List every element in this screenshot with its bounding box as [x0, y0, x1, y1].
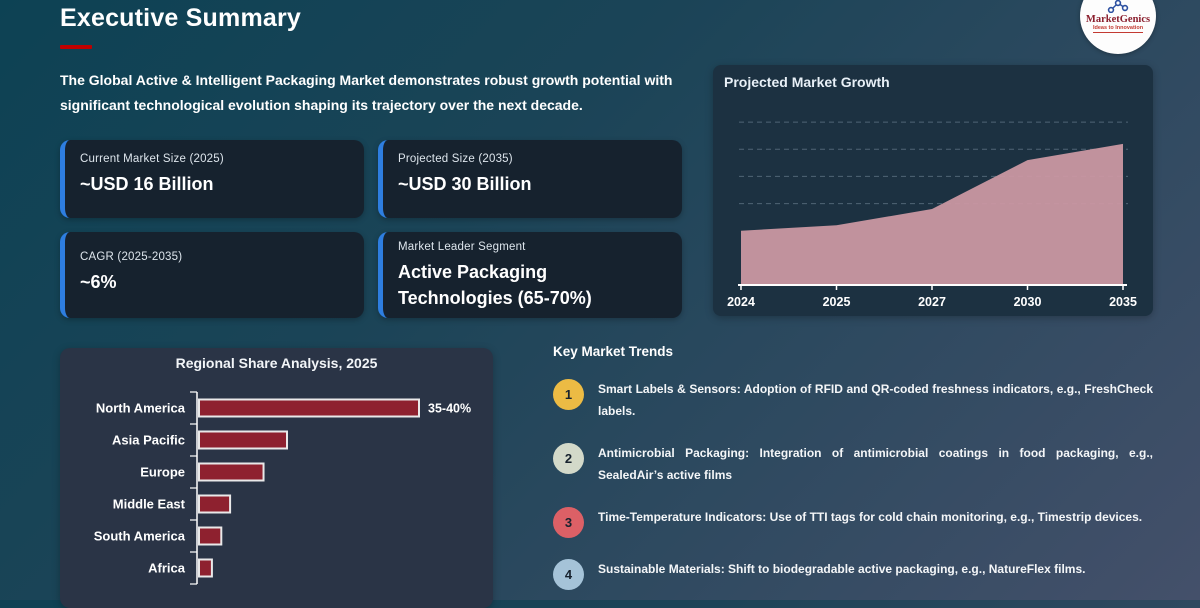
trend-text: Time-Temperature Indicators: Use of TTI … [598, 510, 1143, 524]
trend-text: Antimicrobial Packaging: Integration of … [598, 446, 1153, 482]
area-series [741, 143, 1123, 285]
molecule-icon [1107, 0, 1129, 13]
stat-card-label: Market Leader Segment [398, 241, 526, 253]
category-label: Asia Pacific [112, 433, 185, 448]
stat-card-value: ~USD 16 Billion [80, 174, 214, 194]
stat-cards: Current Market Size (2025) ~USD 16 Billi… [60, 140, 682, 318]
stat-card-leader-segment: Market Leader Segment Active Packaging T… [378, 232, 682, 318]
trend-item: 3 Time-Temperature Indicators: Use of TT… [553, 506, 1153, 538]
stat-card-value: ~USD 30 Billion [398, 174, 532, 194]
logo-name: MarketGenics [1085, 14, 1151, 25]
x-tick-label: 2030 [1014, 295, 1042, 309]
stat-card-value: Active Packaging Technologies (65-70%) [398, 262, 592, 308]
trend-list: 1 Smart Labels & Sensors: Adoption of RF… [553, 378, 1153, 590]
stat-card-cagr: CAGR (2025-2035) ~6% [60, 232, 364, 318]
bar [198, 494, 232, 514]
x-tick-label: 2027 [918, 295, 946, 309]
title-underline [60, 45, 92, 49]
trend-number-badge: 1 [553, 379, 584, 410]
stat-card-label: Current Market Size (2025) [80, 153, 224, 165]
growth-chart-title: Projected Market Growth [724, 74, 890, 90]
marketgenics-logo: MarketGenics Ideas to Innovation [1080, 0, 1156, 54]
trend-item: 2 Antimicrobial Packaging: Integration o… [553, 442, 1153, 486]
regional-share-panel: Regional Share Analysis, 2025 North Amer… [60, 348, 493, 608]
trend-number-badge: 3 [553, 507, 584, 538]
stat-card-label: CAGR (2025-2035) [80, 251, 183, 263]
bar [198, 462, 265, 482]
category-label: Europe [140, 465, 185, 480]
trend-text: Sustainable Materials: Shift to biodegra… [598, 562, 1086, 576]
logo-tagline: Ideas to Innovation [1092, 25, 1144, 33]
regional-bar-chart: North America 35-40% Asia Pacific Europe Mid… [94, 391, 471, 585]
bar [198, 430, 288, 450]
category-label: South America [94, 529, 186, 544]
category-label: North America [96, 401, 186, 416]
stat-card-current-size: Current Market Size (2025) ~USD 16 Billi… [60, 140, 364, 218]
trend-number-badge: 4 [553, 559, 584, 590]
trend-number-badge: 2 [553, 443, 584, 474]
page-title: Executive Summary [60, 4, 302, 32]
trends-title: Key Market Trends [553, 344, 674, 359]
intro-text: The Global Active & Intelligent Packagin… [60, 72, 673, 113]
growth-area-chart: 2024 2025 2027 2030 2035 [727, 121, 1137, 309]
bar [198, 526, 223, 546]
stat-card-label: Projected Size (2035) [398, 153, 513, 165]
bar [198, 398, 420, 418]
regional-chart-title: Regional Share Analysis, 2025 [175, 355, 378, 371]
x-tick-label: 2024 [727, 295, 755, 309]
trend-item: 4 Sustainable Materials: Shift to biodeg… [553, 558, 1153, 590]
stat-card-value: ~6% [80, 272, 117, 292]
trend-text: Smart Labels & Sensors: Adoption of RFID… [598, 382, 1153, 418]
category-label: Africa [148, 561, 186, 576]
x-tick-label: 2025 [823, 295, 851, 309]
key-market-trends: Key Market Trends 1 Smart Labels & Senso… [553, 344, 1153, 590]
category-label: Middle East [113, 497, 186, 512]
projected-market-growth-panel: 2024 2025 2027 2030 2035 Projected Market Gr… [713, 65, 1153, 316]
stat-card-projected-size: Projected Size (2035) ~USD 30 Billion [378, 140, 682, 218]
x-tick-label: 2035 [1109, 295, 1137, 309]
bar-value-label: 35-40% [428, 402, 471, 416]
trend-item: 1 Smart Labels & Sensors: Adoption of RF… [553, 378, 1153, 422]
bar [198, 558, 213, 578]
